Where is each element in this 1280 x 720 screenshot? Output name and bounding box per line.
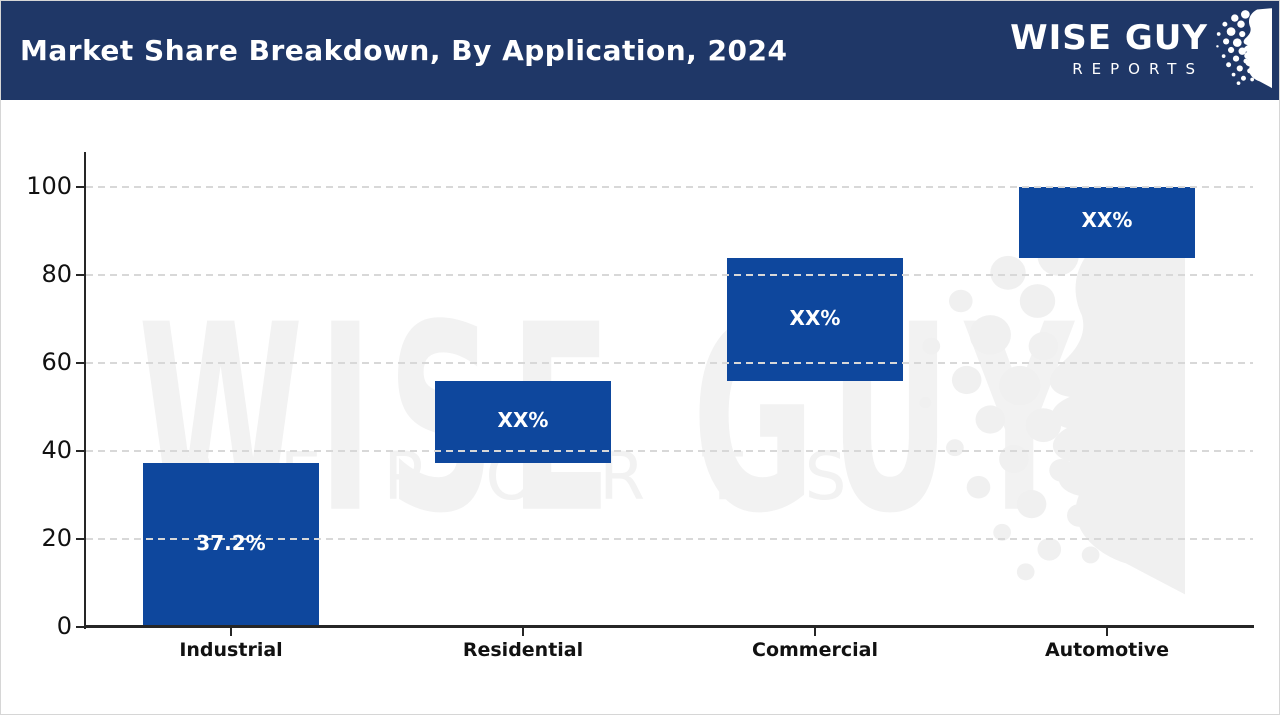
watermark-head-icon	[919, 227, 1185, 595]
bar-value-label-industrial: 37.2%	[196, 531, 266, 556]
y-tick-mark-20	[76, 538, 84, 540]
logo-head-icon	[1216, 8, 1272, 89]
x-tick-label-industrial: Industrial	[179, 639, 283, 661]
bar-automotive	[1019, 187, 1195, 258]
y-tick-mark-40	[76, 450, 84, 452]
bar-industrial	[143, 463, 319, 627]
gridline-60	[86, 362, 1253, 364]
y-tick-label-20: 20	[41, 524, 72, 552]
x-tick-label-commercial: Commercial	[752, 639, 878, 661]
x-tick-label-automotive: Automotive	[1044, 639, 1170, 661]
x-tick-mark-residential	[522, 628, 524, 636]
y-tick-label-40: 40	[41, 436, 72, 464]
y-tick-label-100: 100	[26, 172, 72, 200]
bar-value-label-commercial: XX%	[789, 305, 841, 330]
bar-value-label-residential: XX%	[497, 408, 549, 433]
x-tick-mark-automotive	[1106, 628, 1108, 636]
gridline-40	[86, 450, 1253, 452]
y-tick-mark-100	[76, 186, 84, 188]
x-tick-mark-commercial	[814, 628, 816, 636]
gridline-100	[86, 186, 1253, 188]
y-tick-label-0: 0	[56, 612, 72, 640]
bar-residential	[435, 381, 611, 464]
x-tick-label-residential: Residential	[462, 639, 584, 661]
gridline-80	[86, 274, 1253, 276]
page-title: Market Share Breakdown, By Application, …	[20, 33, 788, 67]
y-axis-line	[84, 152, 86, 629]
bar-commercial	[727, 257, 903, 382]
y-tick-label-60: 60	[41, 348, 72, 376]
logo-wordmark: WISE GUY	[1010, 18, 1208, 58]
header: Market Share Breakdown, By Application, …	[0, 0, 1280, 100]
wise-guy-logo: WISE GUY REPORTS	[1010, 0, 1274, 100]
x-tick-mark-industrial	[230, 628, 232, 636]
x-axis-line	[84, 625, 1254, 628]
y-tick-mark-80	[76, 274, 84, 276]
y-tick-label-80: 80	[41, 260, 72, 288]
bar-value-label-automotive: XX%	[1081, 208, 1133, 233]
y-tick-mark-0	[76, 626, 84, 628]
gridline-20	[86, 538, 1253, 540]
y-tick-mark-60	[76, 362, 84, 364]
logo-subtext: REPORTS	[1072, 60, 1204, 78]
